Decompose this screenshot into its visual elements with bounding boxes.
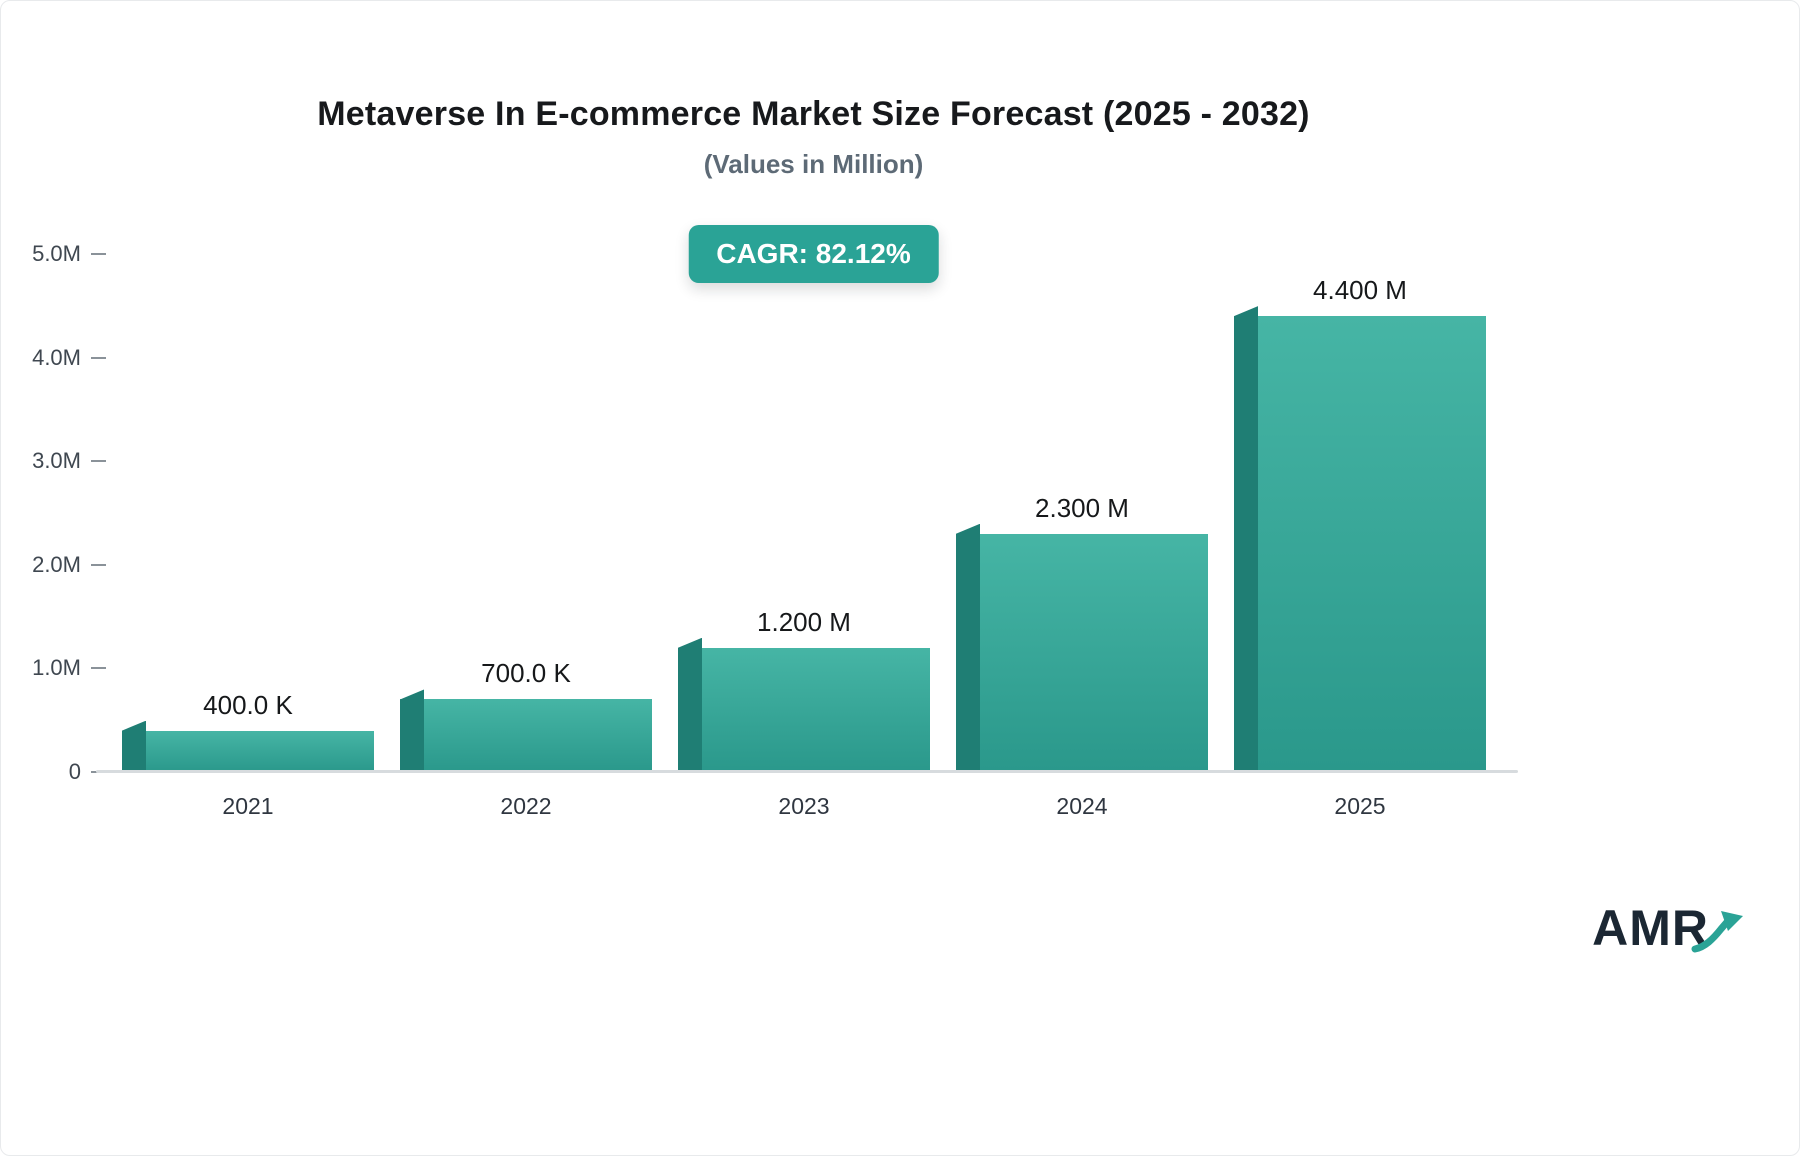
- cagr-badge: CAGR: 82.12%: [688, 225, 939, 283]
- amr-logo-arrow-icon: [1691, 911, 1743, 953]
- bar-value-label: 700.0 K: [481, 658, 571, 689]
- bar-2024: [956, 523, 1208, 772]
- bar-group-2025: 4.400 M 2025: [1234, 254, 1486, 819]
- chart-subtitle: (Values in Million): [703, 149, 924, 179]
- bar-side-face: [956, 523, 980, 772]
- bar-value-label: 4.400 M: [1313, 275, 1407, 306]
- amr-logo: AMR: [1592, 899, 1747, 957]
- bar-value-label: 400.0 K: [203, 689, 293, 720]
- x-axis-label: 2021: [222, 793, 274, 819]
- y-tick-label: 5.0M: [32, 241, 81, 266]
- bar-side-face: [122, 720, 146, 772]
- bar-2025: [1234, 306, 1486, 772]
- bar-side-face: [400, 689, 424, 772]
- y-tick-label: 4.0M: [32, 344, 81, 370]
- bar-group-2024: 2.300 M 2024: [956, 254, 1208, 819]
- bar-group-2021: 400.0 K 2021: [122, 254, 374, 819]
- bar-2021: [122, 720, 374, 772]
- bar-value-label: 1.200 M: [757, 606, 851, 637]
- bar-2022: [400, 689, 652, 772]
- y-tick-mark: [91, 460, 106, 463]
- y-tick-mark: [91, 667, 106, 670]
- bar-group-2023: 1.200 M 2023: [678, 254, 930, 819]
- amr-logo-text: AMR: [1592, 900, 1709, 956]
- y-tick-label: 3.0M: [32, 448, 81, 474]
- plot-area: 400.0 K 2021 700.0 K 2022 1.200 M 2023 2.300 M…: [116, 254, 1511, 819]
- x-axis-label: 2024: [1056, 793, 1108, 819]
- x-axis-line: [96, 770, 1518, 773]
- y-tick-label: 1.0M: [32, 655, 81, 681]
- y-tick-mark: [91, 253, 106, 255]
- chart-title: Metaverse In E-commerce Market Size Fore…: [317, 95, 1310, 133]
- bar-group-2022: 700.0 K 2022: [400, 254, 652, 819]
- y-tick-label: 0: [68, 759, 81, 784]
- y-tick-mark: [91, 563, 106, 566]
- x-axis-label: 2022: [500, 793, 552, 819]
- bar-side-face: [1234, 306, 1258, 772]
- bar-2023: [678, 637, 930, 772]
- y-tick-label: 2.0M: [32, 551, 81, 577]
- y-tick-mark: [91, 356, 106, 359]
- x-axis-label: 2025: [1334, 793, 1386, 819]
- bar-side-face: [678, 637, 702, 772]
- x-axis-label: 2023: [778, 793, 830, 819]
- bar-value-label: 2.300 M: [1035, 492, 1129, 523]
